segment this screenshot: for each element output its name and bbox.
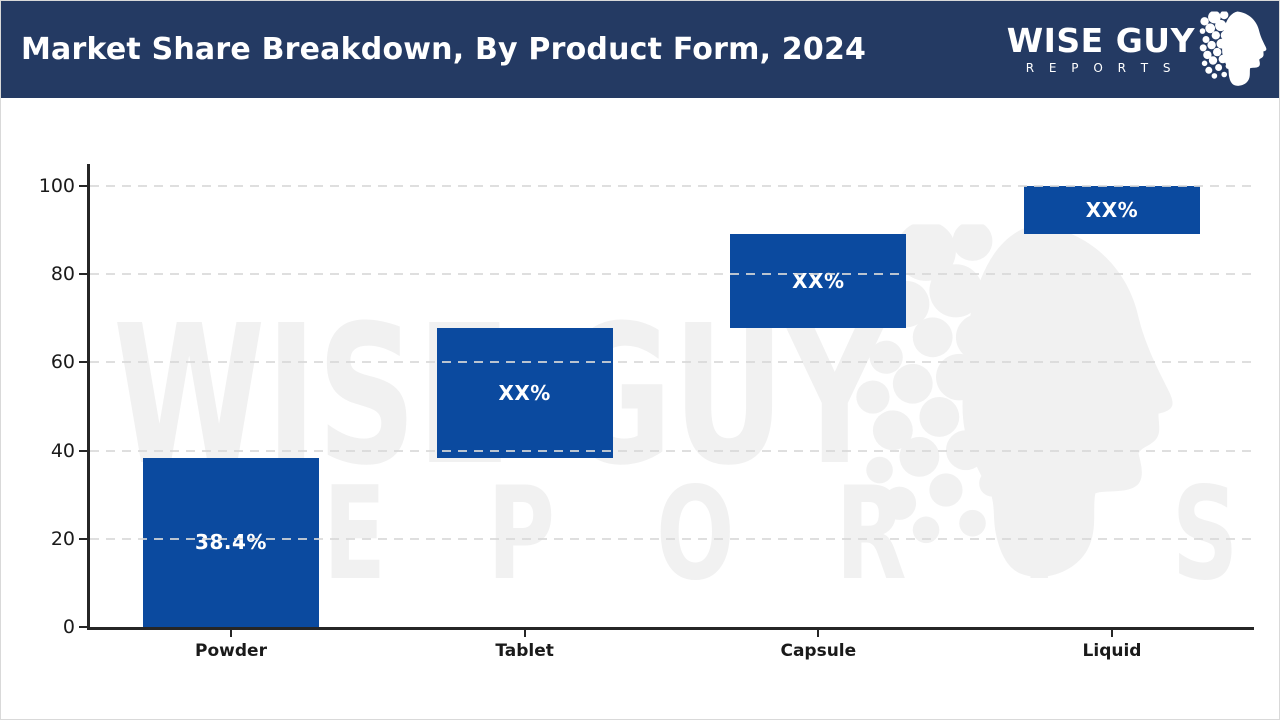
bar: XX% xyxy=(730,234,907,328)
gridline xyxy=(90,273,1254,276)
gridline xyxy=(90,537,1254,540)
logo-head-icon xyxy=(1199,10,1269,90)
y-tick-label: 60 xyxy=(50,351,75,374)
logo-wordmark-line2: R E P O R T S xyxy=(1025,61,1176,75)
logo-wordmark: WISE GUY R E P O R T S xyxy=(1007,24,1195,75)
gridline xyxy=(90,449,1254,452)
y-tick xyxy=(79,626,87,628)
x-tick xyxy=(523,630,526,637)
x-tick xyxy=(817,630,820,637)
gridline xyxy=(90,361,1254,364)
y-tick-label: 100 xyxy=(38,175,75,197)
y-tick xyxy=(79,449,87,452)
x-axis-label: Powder xyxy=(195,641,267,661)
bar: XX% xyxy=(1024,186,1200,235)
y-tick-label: 40 xyxy=(50,439,75,462)
page-title: Market Share Breakdown, By Product Form,… xyxy=(21,32,867,67)
x-axis-line xyxy=(87,627,1254,630)
x-axis-label: Tablet xyxy=(495,641,554,661)
y-tick xyxy=(79,185,87,187)
x-tick xyxy=(230,630,232,637)
y-tick-label: 0 xyxy=(62,616,75,638)
bar-value-label: XX% xyxy=(498,380,551,405)
x-tick xyxy=(1111,630,1113,637)
x-axis-label: Liquid xyxy=(1082,641,1142,661)
y-axis-line xyxy=(87,164,90,630)
bar: 38.4% xyxy=(143,457,319,627)
y-tick xyxy=(79,537,87,540)
bar-value-label: XX% xyxy=(792,269,845,294)
bar: XX% xyxy=(436,328,613,458)
y-tick-label: 20 xyxy=(50,527,75,550)
bar-value-label: XX% xyxy=(1085,198,1139,223)
y-tick xyxy=(79,361,87,364)
x-axis-label: Capsule xyxy=(780,641,857,661)
header-bar: Market Share Breakdown, By Product Form,… xyxy=(1,1,1279,98)
y-tick-label: 80 xyxy=(50,263,75,286)
gridline xyxy=(90,185,1254,187)
y-tick xyxy=(79,273,87,276)
logo-wordmark-line1: WISE GUY xyxy=(1006,21,1195,60)
wiseguy-logo: WISE GUY R E P O R T S xyxy=(1007,10,1269,90)
bar-value-label: 38.4% xyxy=(195,530,267,555)
